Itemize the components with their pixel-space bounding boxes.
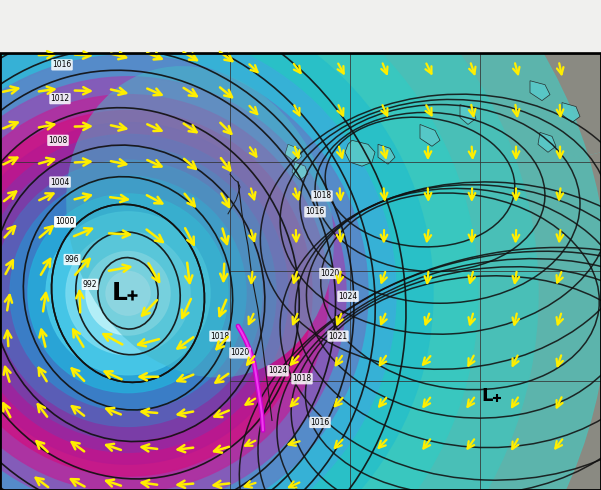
Circle shape — [0, 147, 276, 441]
Circle shape — [0, 0, 433, 490]
Text: 1008: 1008 — [48, 136, 68, 145]
Text: 996: 996 — [65, 255, 79, 264]
Circle shape — [0, 160, 262, 426]
Polygon shape — [345, 140, 375, 166]
Text: 1021: 1021 — [328, 332, 347, 341]
Circle shape — [86, 251, 170, 335]
Text: 1016: 1016 — [305, 207, 325, 217]
Text: 1016: 1016 — [310, 418, 329, 427]
Circle shape — [0, 0, 538, 490]
Text: 1018: 1018 — [313, 192, 332, 200]
Polygon shape — [378, 145, 395, 164]
Polygon shape — [420, 124, 440, 147]
Polygon shape — [268, 152, 601, 490]
Polygon shape — [0, 53, 601, 490]
Polygon shape — [285, 145, 302, 162]
Circle shape — [0, 77, 346, 490]
Text: 1012: 1012 — [50, 94, 70, 103]
Polygon shape — [530, 81, 550, 100]
Circle shape — [0, 134, 288, 452]
Text: 1018: 1018 — [210, 332, 230, 341]
Text: L: L — [481, 387, 493, 405]
Text: 1020: 1020 — [230, 348, 249, 357]
Polygon shape — [538, 132, 556, 152]
Text: 1018: 1018 — [293, 374, 311, 383]
Polygon shape — [460, 104, 476, 124]
Circle shape — [0, 95, 328, 490]
Circle shape — [0, 122, 300, 464]
Text: 992: 992 — [83, 280, 97, 289]
Text: 1024: 1024 — [338, 292, 358, 301]
Circle shape — [66, 232, 190, 355]
Circle shape — [10, 176, 246, 411]
Circle shape — [46, 212, 210, 375]
Polygon shape — [0, 53, 601, 197]
Text: 1016: 1016 — [52, 60, 72, 70]
Circle shape — [106, 271, 150, 315]
Circle shape — [0, 27, 396, 490]
Text: 1000: 1000 — [55, 217, 75, 226]
Circle shape — [28, 194, 228, 392]
Text: 1004: 1004 — [50, 177, 70, 187]
Polygon shape — [180, 197, 272, 490]
Text: 1024: 1024 — [269, 367, 288, 375]
Polygon shape — [292, 162, 308, 180]
Text: 1000: 1000 — [55, 217, 75, 226]
Circle shape — [0, 0, 478, 490]
Polygon shape — [562, 102, 580, 122]
Text: 1020: 1020 — [320, 269, 340, 278]
Circle shape — [0, 111, 312, 476]
Circle shape — [0, 55, 368, 490]
Text: L: L — [112, 281, 128, 305]
Ellipse shape — [66, 66, 334, 377]
